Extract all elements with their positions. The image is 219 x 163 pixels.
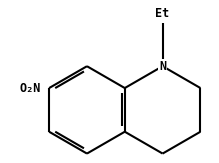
Text: O₂N: O₂N — [19, 82, 40, 95]
Text: Et: Et — [155, 7, 170, 20]
Text: N: N — [159, 60, 166, 73]
